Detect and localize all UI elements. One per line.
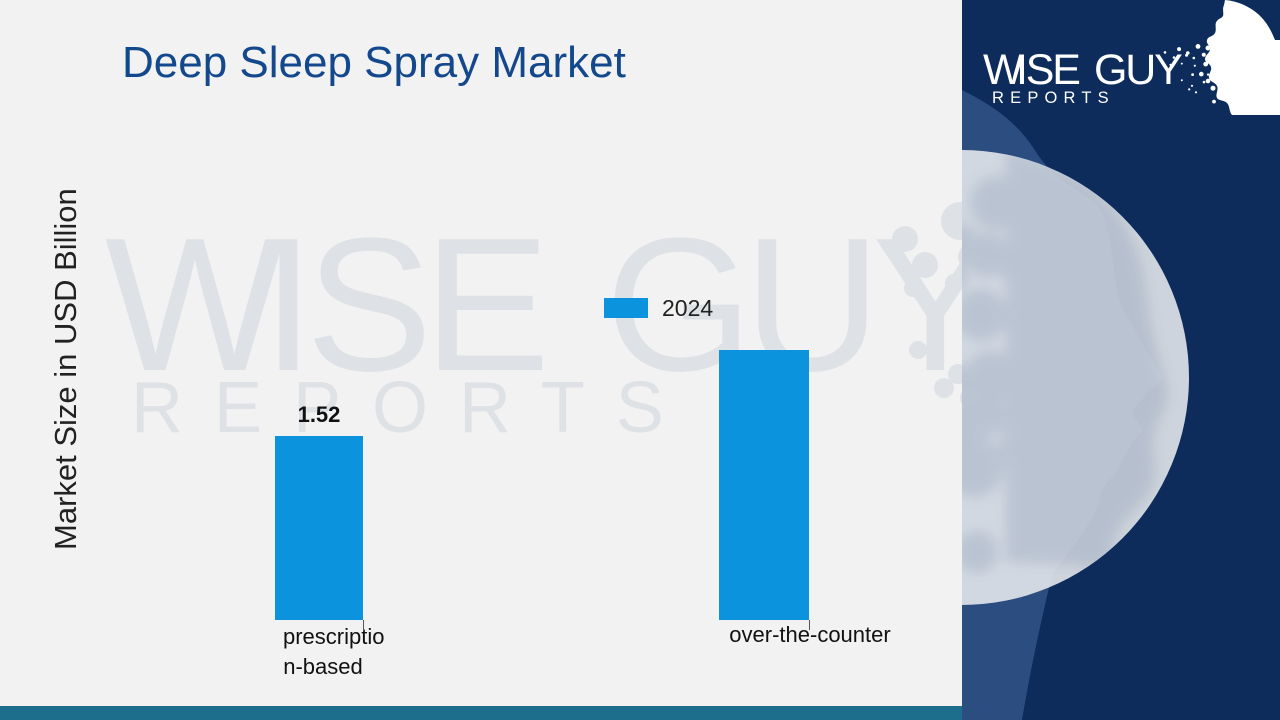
svg-text:ISE: ISE — [1016, 46, 1079, 94]
svg-text:GUY: GUY — [1094, 46, 1182, 94]
svg-text:REPORTS: REPORTS — [992, 89, 1115, 107]
svg-text:REPORTS: REPORTS — [131, 368, 695, 448]
